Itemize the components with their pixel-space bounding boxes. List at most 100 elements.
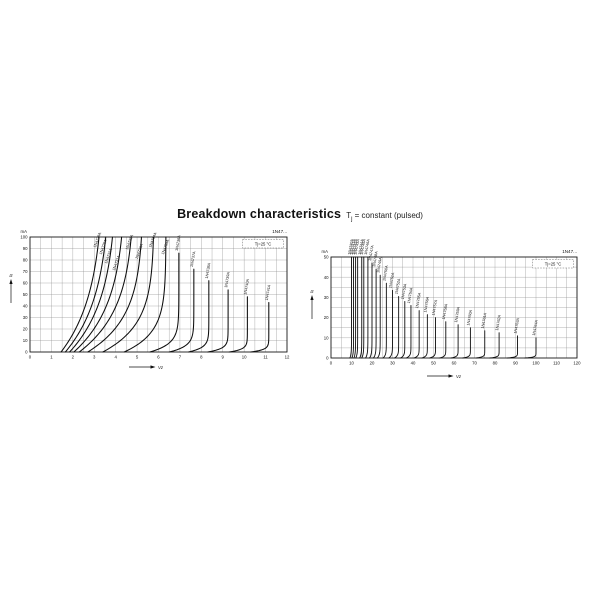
curve-label-1N4742A: 1N4742A [352, 238, 359, 255]
vz-axis-arrowhead-icon [448, 374, 454, 378]
x-tick-label: 60 [452, 361, 457, 366]
curve-1N4754A [405, 305, 412, 359]
curve-label-1N4745A: 1N4745A [360, 238, 367, 255]
curve-1N4742A [353, 256, 357, 359]
y-tick-label: 20 [324, 315, 329, 320]
curve-1N4745A [361, 256, 365, 359]
curve-1N4740A [349, 256, 352, 359]
x-tick-label: 10 [349, 361, 354, 366]
y-tick-label: 80 [23, 258, 28, 263]
figure-subtitle: Tj = constant (pulsed) [346, 211, 423, 223]
curve-1N4760A [462, 327, 471, 359]
x-tick-label: 1 [50, 355, 53, 360]
y-tick-label: 40 [23, 304, 28, 309]
curve-1N4740A [228, 296, 248, 353]
y-tick-label: 0 [326, 356, 329, 361]
condition-label: Tj=25 °C [255, 242, 271, 247]
x-tick-label: 11 [263, 355, 268, 360]
iz-axis-annotation: Iz [9, 273, 14, 303]
plot-border [330, 256, 578, 359]
curve-1N4737A [168, 268, 195, 353]
curve-label-1N4740A: 1N4740A [347, 238, 354, 255]
subtitle-rest: = constant (pulsed) [352, 211, 423, 220]
curve-label-1N4761A: 1N4761A [481, 312, 488, 329]
condition-box: Tj=25 °C [532, 259, 574, 269]
curve-1N4734A [102, 236, 154, 353]
curve-1N4731A [73, 236, 123, 353]
subtitle-prefix: T [346, 211, 352, 220]
curve-1N4739A [207, 289, 229, 353]
curve-label-1N4752A: 1N4752A [395, 278, 402, 295]
curve-label-1N4750A: 1N4750A [382, 265, 389, 282]
y-unit-label: mA [21, 229, 28, 234]
curve-1N4750A [382, 282, 387, 359]
curve-1N4743A [355, 256, 359, 359]
curve-label-1N4740A: 1N4740A [243, 278, 250, 295]
curve-1N4752A [394, 295, 400, 359]
y-tick-label: 40 [324, 275, 329, 280]
curve-1N4748A [372, 268, 377, 359]
iz-axis-label: Iz [310, 289, 314, 294]
subtitle-subscript: j [351, 216, 353, 223]
curve-1N4738A [187, 280, 210, 353]
y-unit-label: mA [322, 249, 329, 254]
condition-box-border [242, 239, 284, 249]
x-tick-label: 9 [222, 355, 225, 360]
vz-axis-arrowhead-icon [150, 365, 156, 369]
breakdown-chart-high-voltage: 0 10 20 30 40 50 60 70 80 90 100 110 120 0 10 20 30 40 50 m… [303, 238, 599, 398]
figure-title-row: Breakdown characteristics Tj = constant (… [0, 205, 600, 223]
curve-label-1N4762A: 1N4762A [495, 314, 502, 331]
y-tick-label: 30 [324, 295, 329, 300]
curve-label-1N4741A: 1N4741A [349, 238, 356, 255]
curve-labels: 1N4740A1N4741A1N4742A1N4743A1N4744A1N474… [347, 238, 538, 336]
curve-1N4753A [400, 300, 406, 359]
x-tick-label: 0 [29, 355, 32, 360]
curve-label-1N4757A: 1N4757A [431, 299, 438, 316]
x-tick-label: 110 [553, 361, 560, 366]
curve-label-1N4760A: 1N4760A [466, 309, 473, 326]
curve-1N4759A [450, 324, 459, 359]
curve-label-1N4738A: 1N4738A [205, 262, 212, 279]
curve-label-1N4737A: 1N4737A [190, 251, 197, 268]
x-tick-label: 10 [242, 355, 247, 360]
curve-1N4730A [69, 236, 113, 353]
iz-axis-annotation: Iz [310, 289, 315, 319]
x-tick-label: 5 [136, 355, 139, 360]
vz-axis-label: Vz [158, 365, 164, 370]
y-tick-label: 10 [23, 338, 28, 343]
curve-labels: 1N4728A1N4729A1N4730A1N4731A1N4732A1N473… [93, 231, 272, 300]
curve-1N4744A [359, 256, 363, 359]
curve-label-1N4753A: 1N4753A [401, 283, 408, 300]
curve-label-1N4747A: 1N4747A [368, 244, 375, 261]
curve-label-1N4733A: 1N4733A [135, 243, 144, 260]
iz-axis-arrowhead-icon [9, 279, 13, 284]
curve-1N4763A [506, 335, 518, 359]
curve-1N4761A [475, 330, 486, 359]
curve-1N4757A [428, 317, 436, 359]
y-tick-label: 60 [23, 281, 28, 286]
curve-1N4749A [376, 274, 381, 359]
curve-1N4732A [78, 236, 132, 353]
curve-label-1N4736A: 1N4736A [175, 235, 182, 252]
curves [60, 236, 270, 353]
vz-axis-label: Vz [456, 374, 462, 379]
x-tick-label: 0 [330, 361, 333, 366]
curve-1N4755A [413, 310, 420, 359]
part-family-label: 1N47... [562, 249, 577, 254]
x-tick-label: 2 [72, 355, 75, 360]
curve-1N4764A [524, 337, 537, 359]
curve-label-1N4731A: 1N4731A [112, 254, 121, 271]
y-tick-label: 100 [20, 235, 28, 240]
curve-1N4756A [421, 314, 428, 359]
y-tick-label: 70 [23, 269, 28, 274]
plot-border [29, 236, 288, 353]
y-tick-label: 50 [324, 255, 329, 260]
curve-label-1N4756A: 1N4756A [423, 296, 430, 313]
curve-label-1N4749A: 1N4749A [376, 257, 383, 274]
y-tick-label: 0 [25, 350, 28, 355]
curve-label-1N4755A: 1N4755A [415, 292, 422, 309]
x-tick-label: 7 [179, 355, 182, 360]
curve-label-1N4764A: 1N4764A [532, 319, 539, 336]
